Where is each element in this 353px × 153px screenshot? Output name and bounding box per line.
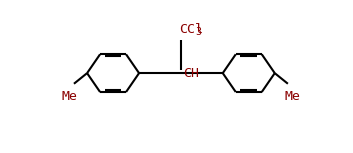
Text: CH: CH	[183, 67, 199, 80]
Text: Me: Me	[61, 90, 77, 103]
Text: 3: 3	[196, 27, 202, 37]
Text: Me: Me	[285, 90, 301, 103]
Text: CCl: CCl	[180, 23, 204, 36]
